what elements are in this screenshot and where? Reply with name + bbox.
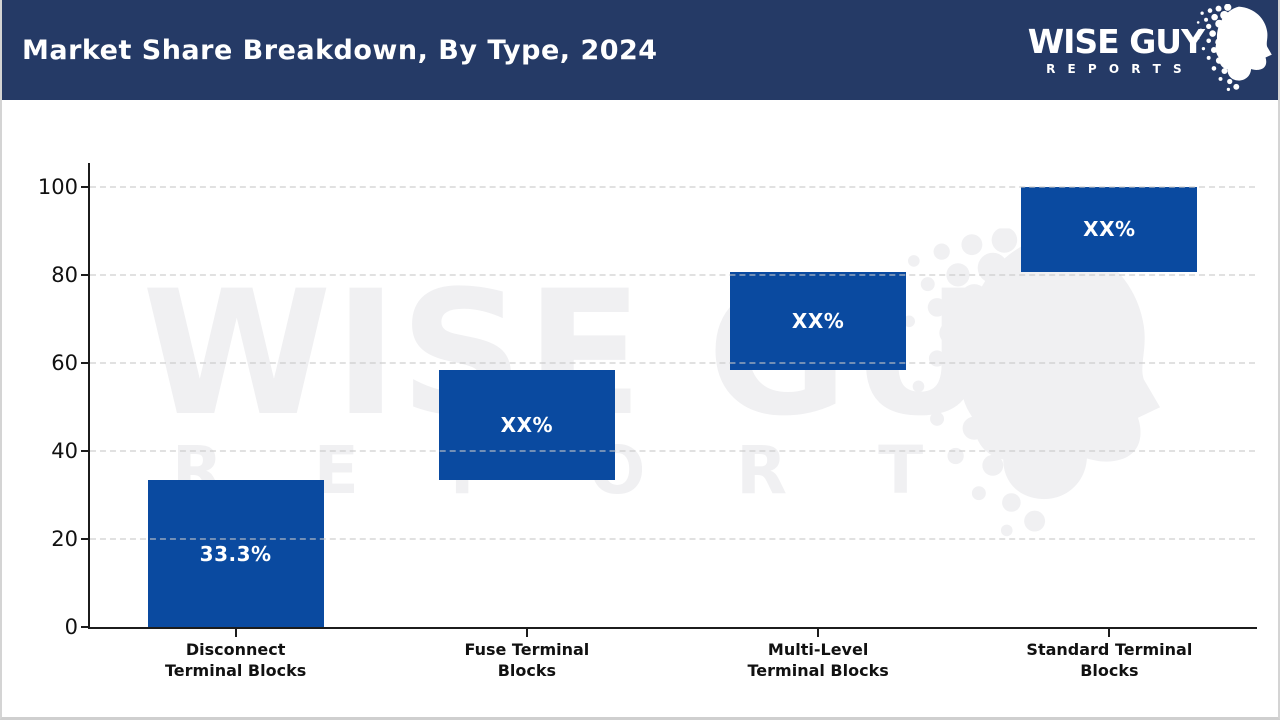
bar-4: XX% <box>1021 187 1198 272</box>
bar-1: 33.3% <box>147 480 324 627</box>
y-tick-mark-60 <box>81 362 89 364</box>
y-tick-label-40: 40 <box>51 439 78 463</box>
gridline-100 <box>90 186 1255 188</box>
y-tick-mark-0 <box>81 626 89 628</box>
bar-value-label-1: 33.3% <box>199 541 272 566</box>
gridline-80 <box>90 274 1255 276</box>
y-tick-label-20: 20 <box>51 527 78 551</box>
gridline-60 <box>90 362 1255 364</box>
category-label-line: Multi-Level <box>767 640 869 659</box>
x-tick-mark-3 <box>817 629 820 637</box>
brand-subname: R E P O R T S <box>1046 61 1186 76</box>
category-label-line: Fuse Terminal <box>464 640 590 659</box>
brand-wordmark: WISE GUY R E P O R T S <box>1027 21 1205 76</box>
x-tick-mark-4 <box>1108 629 1111 637</box>
bar-value-label-2: XX% <box>500 413 554 438</box>
y-tick-label-80: 80 <box>51 263 78 287</box>
category-label-line: Blocks <box>497 661 557 680</box>
x-tick-mark-1 <box>234 629 237 637</box>
y-tick-mark-20 <box>81 538 89 540</box>
brand-logo: WISE GUY R E P O R T S <box>1028 0 1276 100</box>
category-label-line: Blocks <box>1080 661 1139 680</box>
y-tick-mark-40 <box>81 450 89 452</box>
chart-title: Market Share Breakdown, By Type, 2024 <box>22 34 658 66</box>
y-tick-mark-100 <box>81 186 89 188</box>
category-label-2: Fuse Terminal Blocks <box>397 639 657 681</box>
bar-2: XX% <box>438 370 615 481</box>
x-axis-line <box>88 627 1257 629</box>
brand-name: WISE GUY <box>1027 21 1205 61</box>
bar-value-label-4: XX% <box>1083 217 1136 242</box>
category-label-line: Terminal Blocks <box>747 661 889 680</box>
gridline-20 <box>90 538 1255 540</box>
category-label-line: Terminal Blocks <box>165 661 307 680</box>
y-tick-mark-80 <box>81 274 89 276</box>
y-tick-label-0: 0 <box>64 615 78 639</box>
brand-face-logo-icon <box>1190 4 1276 96</box>
y-tick-label-60: 60 <box>51 351 78 375</box>
category-label-1: Disconnect Terminal Blocks <box>106 639 366 681</box>
bar-value-label-3: XX% <box>791 309 845 334</box>
x-tick-mark-2 <box>525 629 528 637</box>
category-label-4: Standard Terminal Blocks <box>979 639 1239 681</box>
gridline-40 <box>90 450 1255 452</box>
category-label-3: Multi-Level Terminal Blocks <box>688 639 948 681</box>
y-tick-label-100: 100 <box>37 175 78 199</box>
bar-3: XX% <box>730 271 907 371</box>
watermark-brand-text: WISE GUY <box>142 253 1119 454</box>
category-label-line: Disconnect <box>185 640 286 659</box>
category-label-line: Standard Terminal <box>1026 640 1193 659</box>
header-band: Market Share Breakdown, By Type, 2024 WI… <box>2 0 1278 100</box>
y-axis-line <box>88 163 90 629</box>
